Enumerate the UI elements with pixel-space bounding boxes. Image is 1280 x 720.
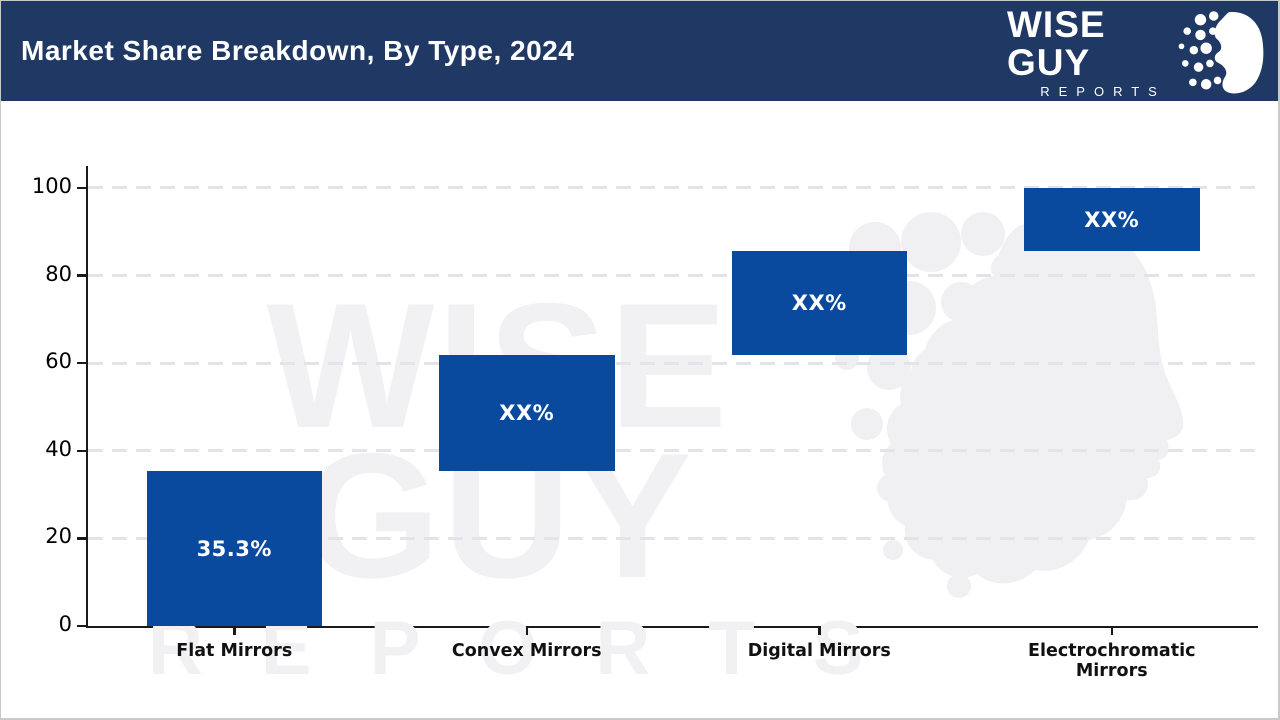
x-category-label: Digital Mirrors bbox=[747, 641, 891, 661]
x-category-label: Flat Mirrors bbox=[176, 641, 293, 661]
y-tick-mark bbox=[77, 449, 86, 452]
grid-line bbox=[88, 274, 1258, 278]
y-tick-label: 80 bbox=[45, 261, 72, 286]
grid-line bbox=[88, 536, 1258, 540]
y-tick-mark bbox=[77, 537, 86, 540]
bar: XX% bbox=[1024, 187, 1200, 252]
bar-value-label: 35.3% bbox=[196, 536, 272, 561]
bar: XX% bbox=[439, 355, 615, 472]
y-tick-mark bbox=[77, 274, 86, 277]
logo-subtitle: REPORTS bbox=[1040, 83, 1166, 99]
logo-wordmark: WISE GUY bbox=[1007, 3, 1106, 83]
y-tick-mark bbox=[77, 186, 86, 190]
y-tick-label: 60 bbox=[45, 349, 72, 374]
grid-line bbox=[88, 449, 1258, 453]
y-tick-label: 100 bbox=[31, 173, 72, 198]
wiseguy-face-icon bbox=[1178, 11, 1264, 94]
y-tick-mark bbox=[77, 361, 86, 365]
bar: XX% bbox=[731, 251, 907, 356]
x-tick-mark bbox=[818, 626, 821, 635]
wiseguy-logo: WISE GUY REPORTS bbox=[1007, 3, 1267, 99]
bar: 35.3% bbox=[146, 471, 322, 626]
y-tick-label: 0 bbox=[58, 612, 72, 636]
x-tick-mark bbox=[525, 626, 528, 635]
page-title: Market Share Breakdown, By Type, 2024 bbox=[21, 35, 575, 66]
x-category-label: Electrochromatic Mirrors bbox=[1028, 641, 1196, 681]
y-tick-label: 20 bbox=[45, 524, 72, 549]
header: Market Share Breakdown, By Type, 2024 WI… bbox=[1, 1, 1278, 101]
grid-line bbox=[88, 186, 1258, 190]
grid-line bbox=[88, 361, 1258, 365]
y-tick-label: 40 bbox=[45, 436, 72, 461]
bar-value-label: XX% bbox=[1084, 207, 1140, 232]
bar-value-label: XX% bbox=[791, 291, 847, 316]
x-tick-mark bbox=[233, 626, 236, 635]
bar-value-label: XX% bbox=[499, 401, 555, 426]
x-category-label: Convex Mirrors bbox=[451, 641, 602, 661]
x-tick-mark bbox=[1110, 626, 1113, 635]
y-tick-mark bbox=[77, 624, 86, 628]
